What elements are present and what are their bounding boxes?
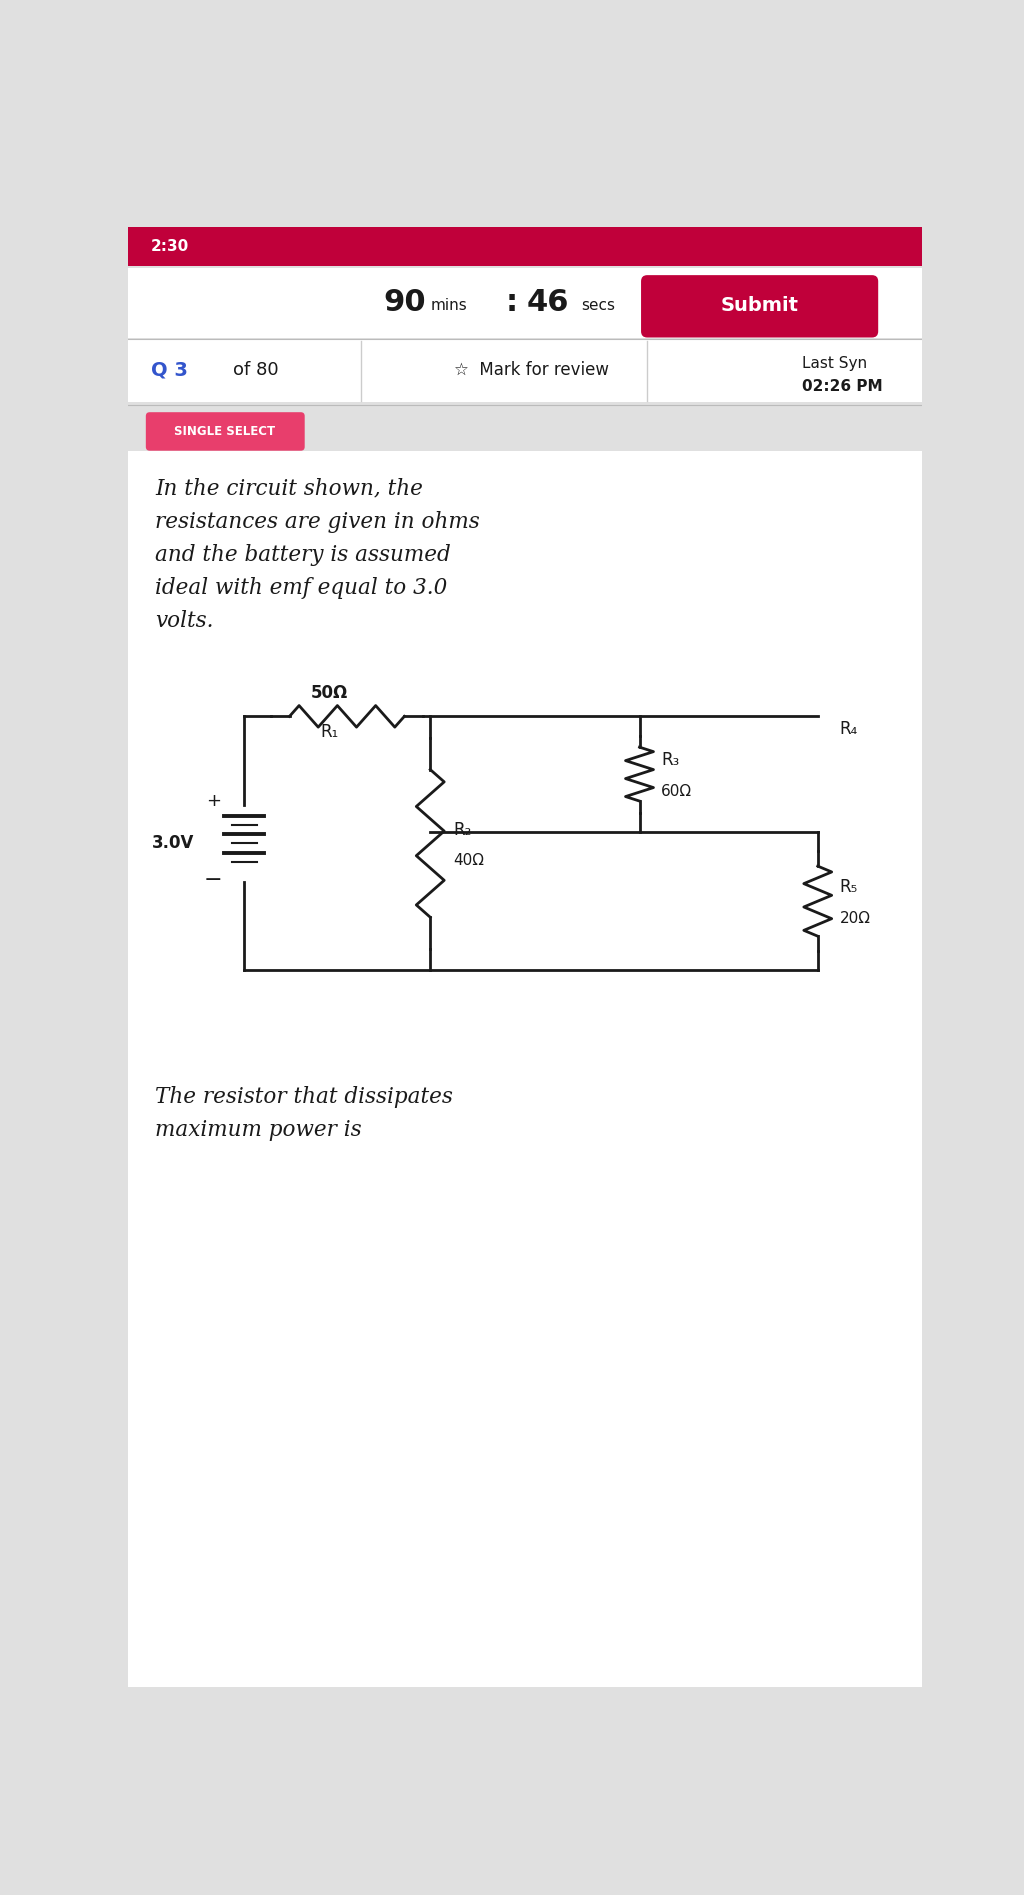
Text: 3.0V: 3.0V — [152, 834, 194, 853]
Text: R₃: R₃ — [662, 750, 680, 769]
Text: R₄: R₄ — [840, 720, 858, 739]
Text: 90: 90 — [384, 288, 426, 316]
FancyBboxPatch shape — [145, 413, 305, 451]
Text: In the circuit shown, the
resistances are given in ohms
and the battery is assum: In the circuit shown, the resistances ar… — [155, 478, 480, 631]
Text: secs: secs — [582, 298, 615, 313]
FancyBboxPatch shape — [128, 339, 922, 402]
FancyBboxPatch shape — [641, 275, 879, 337]
Text: Q 3: Q 3 — [152, 360, 188, 379]
Text: The resistor that dissipates
maximum power is: The resistor that dissipates maximum pow… — [155, 1086, 453, 1141]
Text: +: + — [206, 792, 221, 809]
Text: ☆  Mark for review: ☆ Mark for review — [454, 360, 608, 379]
Text: SINGLE SELECT: SINGLE SELECT — [174, 424, 275, 438]
Text: 50Ω: 50Ω — [311, 684, 348, 703]
Text: 02:26 PM: 02:26 PM — [802, 379, 883, 394]
Text: −: − — [204, 870, 222, 891]
Text: R₁: R₁ — [321, 722, 339, 741]
Text: R₂: R₂ — [454, 821, 472, 839]
FancyBboxPatch shape — [128, 451, 922, 1687]
FancyBboxPatch shape — [128, 227, 922, 265]
Text: R₅: R₅ — [840, 877, 858, 896]
Text: 2:30: 2:30 — [152, 239, 189, 254]
Text: 40Ω: 40Ω — [454, 853, 484, 868]
Text: Last Syn: Last Syn — [802, 356, 867, 371]
Text: 60Ω: 60Ω — [662, 783, 692, 798]
Text: :: : — [506, 288, 518, 316]
Text: 20Ω: 20Ω — [840, 911, 870, 925]
Text: 46: 46 — [527, 288, 569, 316]
Text: of 80: of 80 — [232, 360, 279, 379]
FancyBboxPatch shape — [128, 269, 922, 337]
Text: mins: mins — [430, 298, 467, 313]
Text: Submit: Submit — [721, 296, 799, 315]
